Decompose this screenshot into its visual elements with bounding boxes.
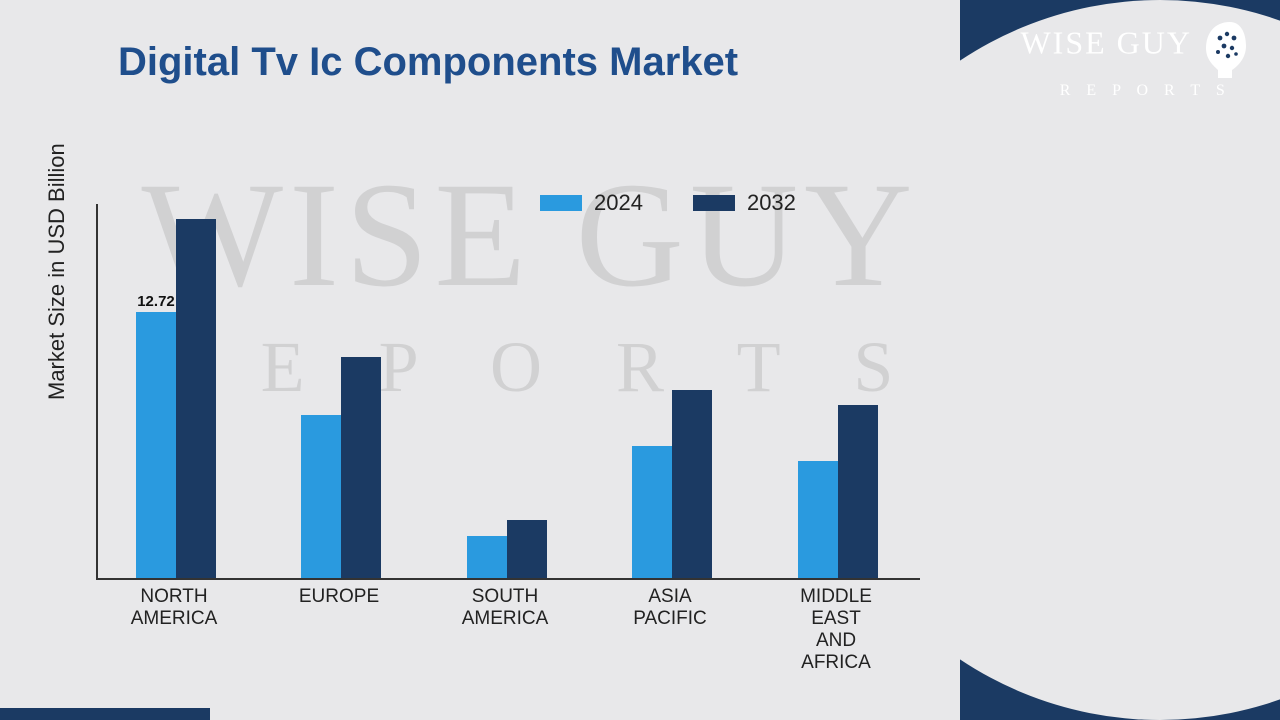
bar-2024 <box>798 461 838 578</box>
chart-title: Digital Tv Ic Components Market <box>118 40 738 85</box>
bar-2024 <box>467 536 507 578</box>
bar-group <box>281 357 401 578</box>
bar-2024 <box>136 312 176 578</box>
brand-bottom-text: R E P O R T S <box>1040 80 1250 102</box>
plot-area: 12.72 <box>96 204 920 580</box>
legend-swatch-2032 <box>693 195 735 211</box>
legend-label-2024: 2024 <box>594 190 643 216</box>
bar-group <box>447 520 567 578</box>
legend-swatch-2024 <box>540 195 582 211</box>
brand-top-text: WISE GUY <box>1020 25 1192 61</box>
bar-2024 <box>301 415 341 578</box>
footer-accent-bar <box>0 708 210 720</box>
x-axis-labels: NORTHAMERICA EUROPE SOUTHAMERICA ASIAPACIFI… <box>96 586 926 706</box>
x-label: MIDDLEEASTANDAFRICA <box>766 586 906 673</box>
bar-2032 <box>672 390 712 578</box>
x-label: SOUTHAMERICA <box>435 586 575 630</box>
x-label: ASIAPACIFIC <box>600 586 740 630</box>
bar-group: 12.72 <box>116 219 236 578</box>
brand-head-icon <box>1200 20 1250 80</box>
x-label: EUROPE <box>269 586 409 608</box>
legend-label-2032: 2032 <box>747 190 796 216</box>
bar-value-label: 12.72 <box>136 293 176 312</box>
legend: 2024 2032 <box>540 190 796 216</box>
bar-group <box>612 390 732 578</box>
legend-item-2032: 2032 <box>693 190 796 216</box>
bar-2032 <box>507 520 547 578</box>
y-axis-label: Market Size in USD Billion <box>44 143 70 400</box>
legend-item-2024: 2024 <box>540 190 643 216</box>
bar-2032 <box>341 357 381 578</box>
bar-group <box>778 405 898 578</box>
x-label: NORTHAMERICA <box>104 586 244 630</box>
bar-2032 <box>838 405 878 578</box>
chart-area: 12.72 <box>90 204 920 584</box>
bar-2032 <box>176 219 216 578</box>
bar-2024 <box>632 446 672 578</box>
brand-logo: WISE GUY R E P O R T S <box>1020 20 1250 102</box>
